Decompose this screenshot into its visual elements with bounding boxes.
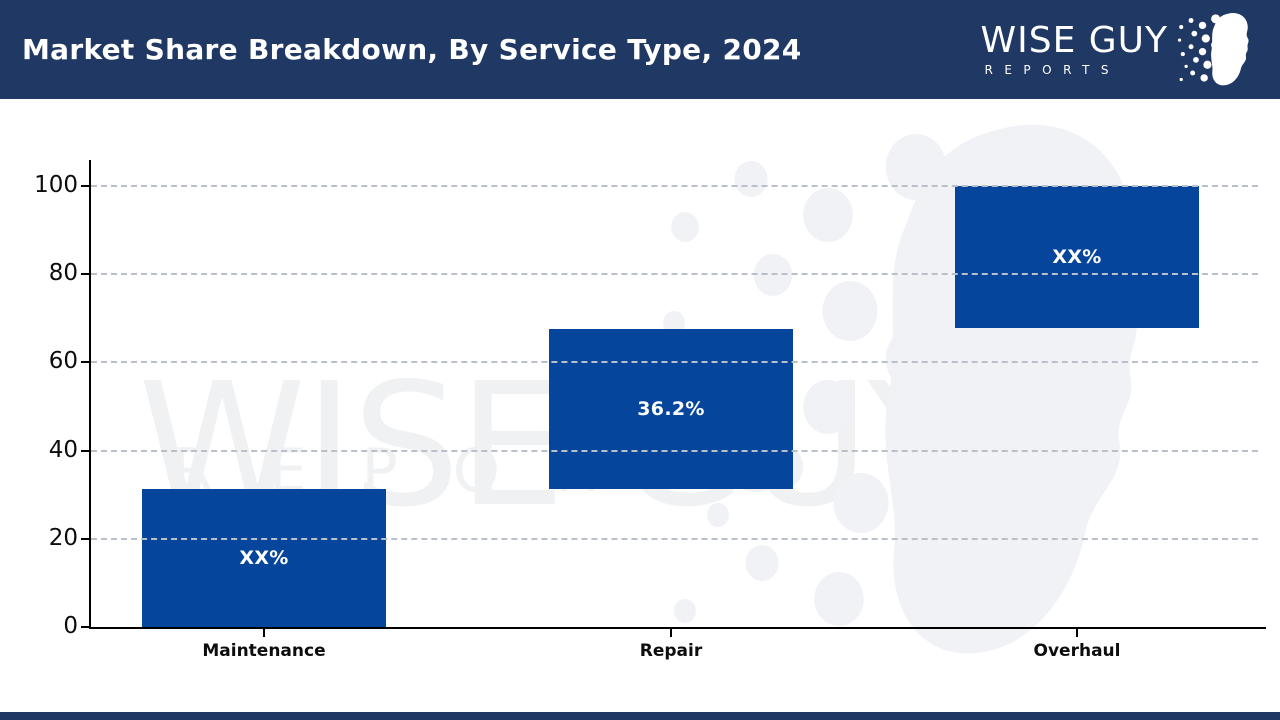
gridline xyxy=(91,537,1258,540)
y-tick-mark xyxy=(81,537,89,540)
brand-logo-text: WISE GUY REPORTS xyxy=(980,20,1169,77)
bar-value-label: XX% xyxy=(239,546,289,569)
brand-logo: WISE GUY REPORTS xyxy=(981,9,1257,91)
y-tick-label: 20 xyxy=(48,524,78,551)
page-title: Market Share Breakdown, By Service Type,… xyxy=(22,33,802,66)
footer-bar xyxy=(0,712,1280,720)
bar-overhaul: XX% xyxy=(955,186,1199,329)
y-axis-line xyxy=(89,160,91,629)
x-axis-label-maintenance: Maintenance xyxy=(202,641,326,661)
y-tick-mark xyxy=(81,361,89,364)
x-axis-label-overhaul: Overhaul xyxy=(1033,641,1121,661)
x-tick-mark xyxy=(670,629,672,637)
y-tick-label: 60 xyxy=(48,348,78,375)
y-tick-mark xyxy=(81,185,89,187)
gridline xyxy=(91,185,1258,187)
bar-value-label: 36.2% xyxy=(637,397,705,420)
brand-name: WISE GUY xyxy=(980,20,1168,61)
bar-value-label: XX% xyxy=(1052,246,1102,269)
y-tick-label: 0 xyxy=(63,613,78,639)
header-bar: Market Share Breakdown, By Service Type,… xyxy=(0,0,1280,99)
brand-face-icon xyxy=(1177,12,1249,85)
y-tick-label: 40 xyxy=(48,436,78,463)
gridline xyxy=(91,273,1258,276)
gridline xyxy=(91,449,1258,452)
y-tick-mark xyxy=(81,449,89,452)
x-tick-mark xyxy=(1076,629,1078,637)
x-axis-line xyxy=(89,627,1266,629)
y-tick-label: 80 xyxy=(48,260,78,287)
y-tick-mark xyxy=(81,626,89,628)
y-tick-mark xyxy=(81,273,89,276)
x-tick-mark xyxy=(263,629,265,637)
chart-plot-area: WISE GUY REPORTS 020406080100XX%36.2%XX%… xyxy=(0,99,1280,712)
bar-repair: 36.2% xyxy=(549,328,793,489)
gridline xyxy=(91,361,1258,364)
y-tick-label: 100 xyxy=(34,172,78,198)
bar-maintenance: XX% xyxy=(142,488,386,627)
brand-subtitle: REPORTS xyxy=(984,63,1121,77)
x-axis-label-repair: Repair xyxy=(639,641,703,661)
